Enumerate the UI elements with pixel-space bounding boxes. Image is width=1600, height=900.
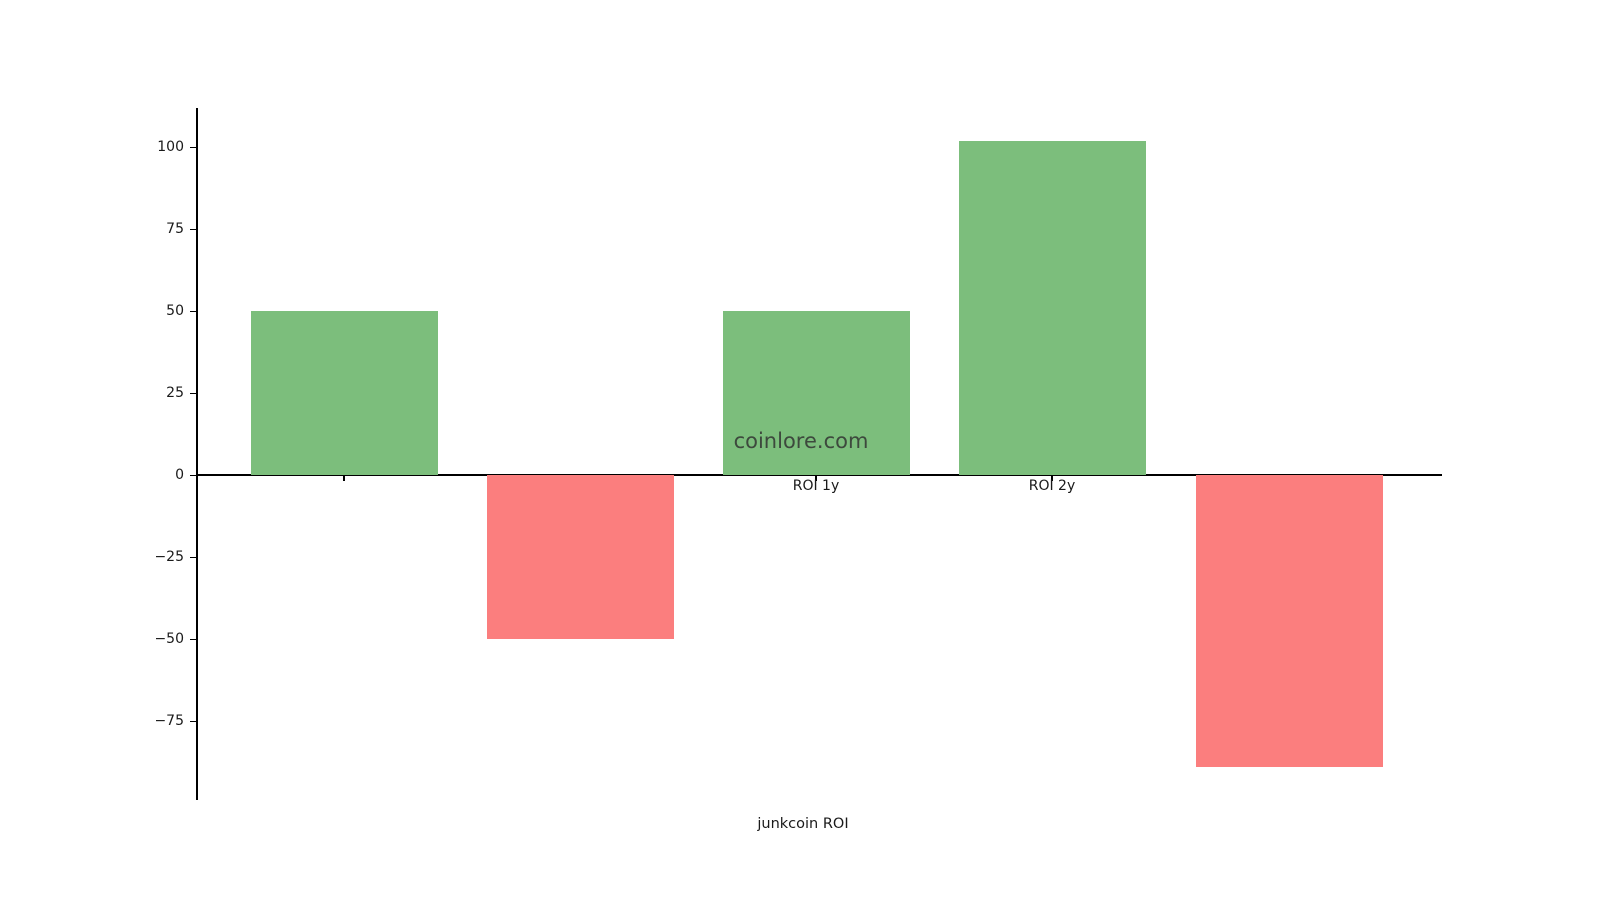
- y-tick-mark: [190, 556, 197, 559]
- x-tick-mark: [343, 475, 345, 481]
- y-tick-label: 100: [157, 139, 184, 156]
- y-tick-mark: [190, 228, 197, 231]
- x-tick-label: ROI 1y: [792, 478, 840, 494]
- y-tick-label: 50: [166, 303, 184, 320]
- x-axis-title: junkcoin ROI: [757, 816, 849, 832]
- roi-bar-positive: [958, 140, 1146, 476]
- y-tick-mark: [190, 392, 197, 395]
- y-tick-label: 25: [166, 385, 184, 402]
- watermark-text: coinlore.com: [733, 429, 869, 453]
- y-tick-mark: [190, 310, 197, 313]
- y-tick-label: −50: [154, 631, 184, 648]
- y-axis-line: [196, 108, 198, 800]
- roi-bar-positive: [722, 311, 910, 476]
- roi-bar-negative: [486, 475, 674, 640]
- roi-bar-negative: [1195, 475, 1383, 768]
- roi-bar-positive: [250, 311, 438, 476]
- y-tick-label: −75: [154, 713, 184, 730]
- x-tick-mark: [815, 475, 817, 481]
- y-tick-mark: [190, 638, 197, 641]
- y-tick-label: −25: [154, 549, 184, 566]
- x-tick-mark: [1051, 475, 1053, 481]
- y-tick-mark: [190, 146, 197, 149]
- x-tick-label: ROI 2y: [1028, 478, 1076, 494]
- y-tick-mark: [190, 720, 197, 723]
- y-tick-label: 0: [175, 467, 184, 484]
- y-tick-mark: [190, 474, 197, 477]
- y-tick-label: 75: [166, 221, 184, 238]
